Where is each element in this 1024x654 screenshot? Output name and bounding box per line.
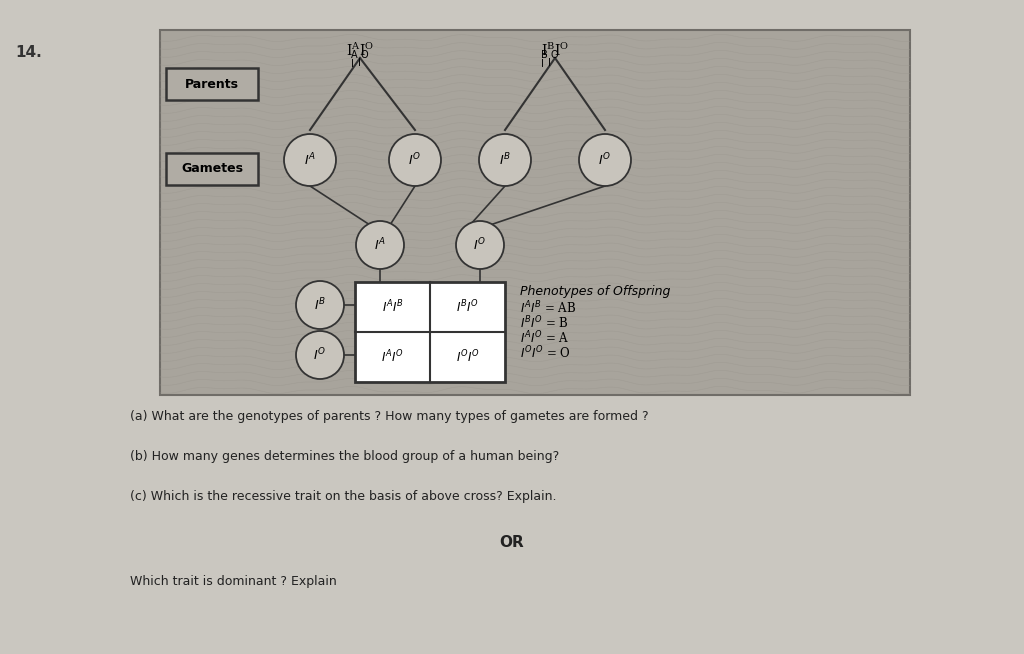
- FancyBboxPatch shape: [166, 68, 258, 100]
- Text: $\mathregular{I^B I^O}$: $\mathregular{I^B I^O}$: [541, 42, 569, 60]
- Text: $I^O$: $I^O$: [313, 347, 327, 364]
- Text: Parents: Parents: [185, 78, 239, 90]
- Circle shape: [389, 134, 441, 186]
- Text: $I^B$: $I^B$: [499, 152, 511, 168]
- Circle shape: [296, 281, 344, 329]
- Text: $I^B I^O$: $I^B I^O$: [456, 299, 479, 315]
- Text: $_{\mathregular{I}}^{\mathregular{A}}{_{\mathregular{I}}}^{\mathregular{O}}$: $_{\mathregular{I}}^{\mathregular{A}}{_{…: [350, 48, 370, 71]
- Text: $I^A$: $I^A$: [304, 152, 316, 168]
- Text: (a) What are the genotypes of parents ? How many types of gametes are formed ?: (a) What are the genotypes of parents ? …: [130, 410, 648, 423]
- Circle shape: [296, 331, 344, 379]
- Text: $I^O$: $I^O$: [409, 152, 422, 168]
- Text: $I^B I^O$ = B: $I^B I^O$ = B: [520, 315, 568, 332]
- Text: $\mathregular{I^A I^O}$: $\mathregular{I^A I^O}$: [346, 42, 374, 60]
- Text: $_{\mathregular{I}}^{\mathregular{B}}{_{\mathregular{I}}}^{\mathregular{O}}$: $_{\mathregular{I}}^{\mathregular{B}}{_{…: [540, 48, 560, 71]
- Text: $I^A I^O$ = A: $I^A I^O$ = A: [520, 330, 569, 347]
- Text: Phenotypes of Offspring: Phenotypes of Offspring: [520, 285, 671, 298]
- Text: $I^O$: $I^O$: [598, 152, 611, 168]
- Bar: [160, 30, 910, 395]
- Text: Gametes: Gametes: [181, 162, 243, 175]
- Text: $I^A I^B$: $I^A I^B$: [382, 299, 403, 315]
- Text: $I^A I^O$: $I^A I^O$: [381, 349, 403, 366]
- Text: (c) Which is the recessive trait on the basis of above cross? Explain.: (c) Which is the recessive trait on the …: [130, 490, 556, 503]
- Circle shape: [456, 221, 504, 269]
- Circle shape: [284, 134, 336, 186]
- Text: $I^B$: $I^B$: [314, 297, 326, 313]
- Text: (b) How many genes determines the blood group of a human being?: (b) How many genes determines the blood …: [130, 450, 559, 463]
- Text: $I^A I^B$ = AB: $I^A I^B$ = AB: [520, 300, 577, 317]
- Text: $I^O I^O$ = O: $I^O I^O$ = O: [520, 345, 570, 362]
- Circle shape: [356, 221, 404, 269]
- FancyBboxPatch shape: [166, 153, 258, 185]
- Text: OR: OR: [500, 535, 524, 550]
- Text: $I^A$: $I^A$: [374, 237, 386, 253]
- Bar: [355, 282, 505, 382]
- Text: 14.: 14.: [15, 45, 42, 60]
- Circle shape: [479, 134, 531, 186]
- Text: $I^O$: $I^O$: [473, 237, 486, 253]
- Text: Which trait is dominant ? Explain: Which trait is dominant ? Explain: [130, 575, 337, 588]
- Text: $I^O I^O$: $I^O I^O$: [456, 349, 479, 366]
- Circle shape: [579, 134, 631, 186]
